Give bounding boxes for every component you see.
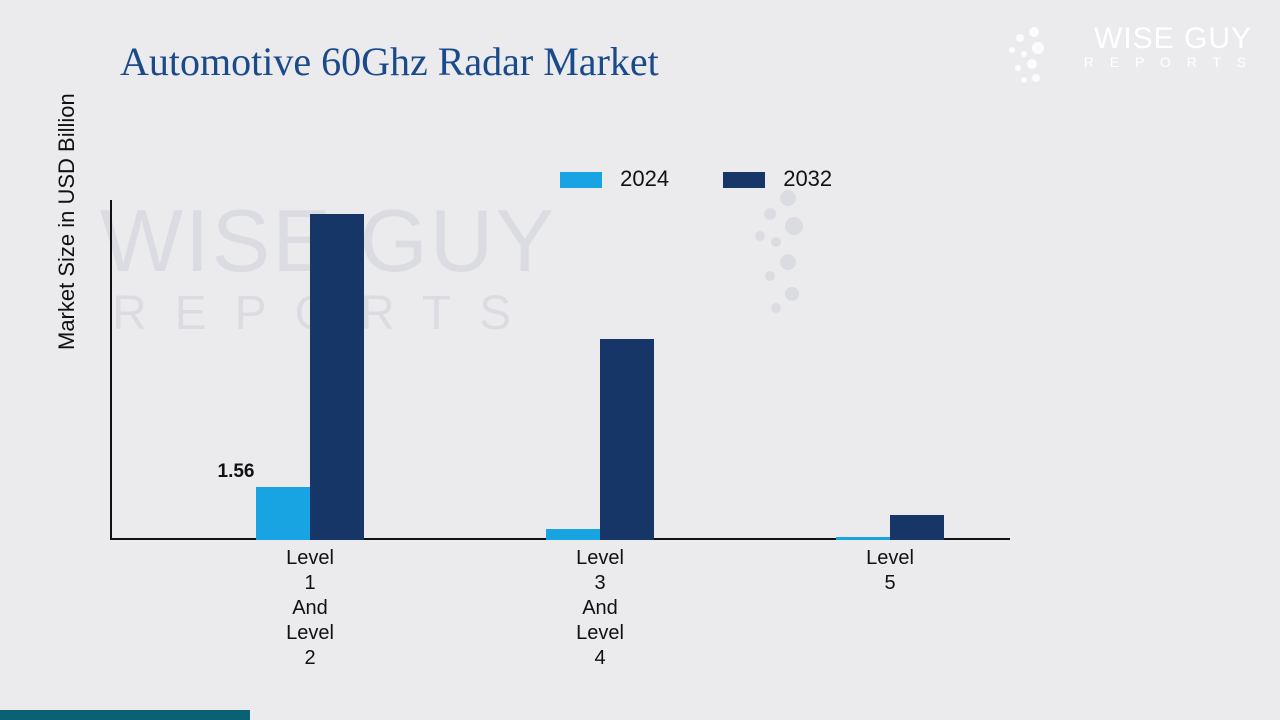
bar-group: 1.56Level1AndLevel2: [210, 214, 410, 540]
y-axis-line: [110, 200, 112, 540]
bar: [256, 487, 310, 540]
legend-swatch-2024: [560, 172, 602, 188]
bar: [890, 515, 944, 541]
brand-line-1: WISE GUY: [1084, 22, 1252, 56]
legend-item-2024: 2024: [560, 166, 669, 192]
legend-swatch-2032: [723, 172, 765, 188]
x-axis-label: Level5: [840, 540, 940, 596]
logo-head-dots-icon: [990, 22, 1050, 92]
legend: 2024 2032: [560, 166, 832, 192]
bar-group: Level3AndLevel4: [500, 339, 700, 540]
y-axis-label: Market Size in USD Billion: [54, 93, 80, 350]
legend-item-2032: 2032: [723, 166, 832, 192]
legend-label-2032: 2032: [783, 166, 832, 191]
bar: [600, 339, 654, 540]
brand-logo: WISE GUY R E P O R T S: [1084, 22, 1252, 70]
legend-label-2024: 2024: [620, 166, 669, 191]
x-axis-label: Level3AndLevel4: [550, 540, 650, 671]
x-axis-label: Level1AndLevel2: [260, 540, 360, 671]
bottom-accent-strip: [0, 710, 250, 720]
bar: [546, 529, 600, 540]
bar-group: Level5: [790, 515, 990, 541]
chart-title: Automotive 60Ghz Radar Market: [120, 38, 659, 85]
brand-line-2: R E P O R T S: [1084, 54, 1252, 70]
bar: [310, 214, 364, 540]
canvas: WISE GUY R E P O R T S WISE GUY REPORTS …: [0, 0, 1280, 720]
value-label: 1.56: [206, 461, 266, 483]
plot-area: 1.56Level1AndLevel2 Level3AndLevel4 Level5: [110, 200, 1010, 540]
